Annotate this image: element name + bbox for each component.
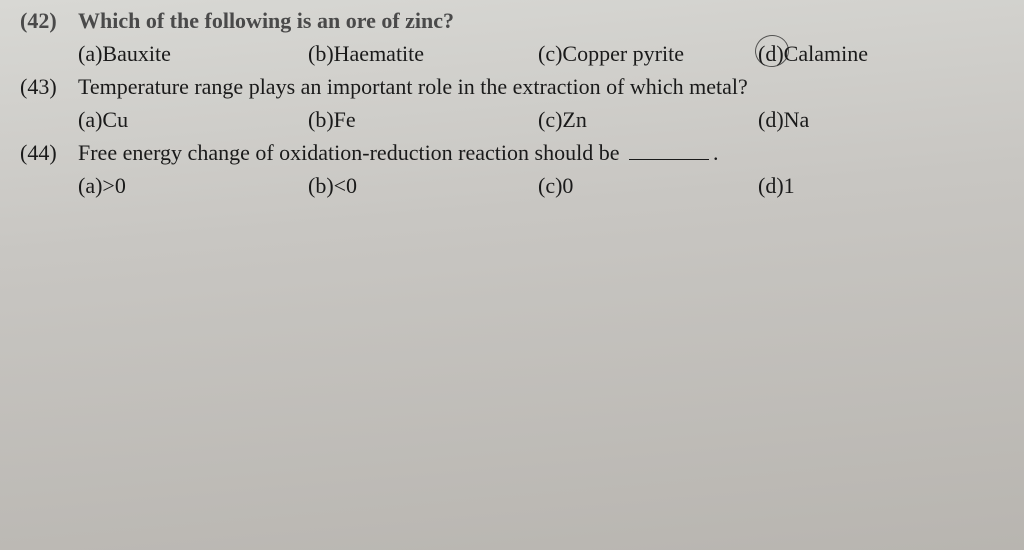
q42-option-b: (b)Haematite (308, 37, 538, 70)
question-43-row: (43) Temperature range plays an importan… (20, 70, 1004, 103)
q42-option-d-label: (d) (758, 37, 784, 70)
q42-option-a: (a)Bauxite (78, 37, 308, 70)
q42-option-c: (c)Copper pyrite (538, 37, 758, 70)
exam-page: (42) Which of the following is an ore of… (20, 4, 1004, 202)
question-43-number: (43) (20, 70, 78, 103)
q44-text-after: . (713, 140, 719, 165)
q44-option-d: (d)1 (758, 169, 1004, 202)
q44-option-a: (a)>0 (78, 169, 308, 202)
question-43-text: Temperature range plays an important rol… (78, 70, 1004, 103)
question-43-options: (a)Cu (b)Fe (c)Zn (d)Na (78, 103, 1004, 136)
q44-text-before: Free energy change of oxidation-reductio… (78, 140, 625, 165)
q42-option-d-text: Calamine (784, 37, 868, 70)
q44-option-c: (c)0 (538, 169, 758, 202)
q43-option-c: (c)Zn (538, 103, 758, 136)
question-42-options: (a)Bauxite (b)Haematite (c)Copper pyrite… (78, 37, 1004, 70)
q44-option-b: (b)<0 (308, 169, 538, 202)
q43-option-b: (b)Fe (308, 103, 538, 136)
question-44-text: Free energy change of oxidation-reductio… (78, 136, 1004, 169)
q42-option-d: (d)Calamine (758, 37, 1004, 70)
question-44-row: (44) Free energy change of oxidation-red… (20, 136, 1004, 169)
question-42-text: Which of the following is an ore of zinc… (78, 4, 1004, 37)
question-44-options: (a)>0 (b)<0 (c)0 (d)1 (78, 169, 1004, 202)
question-44-number: (44) (20, 136, 78, 169)
question-42-row: (42) Which of the following is an ore of… (20, 4, 1004, 37)
question-42-number: (42) (20, 4, 78, 37)
q43-option-a: (a)Cu (78, 103, 308, 136)
q43-option-d: (d)Na (758, 103, 1004, 136)
blank-line (629, 159, 709, 160)
